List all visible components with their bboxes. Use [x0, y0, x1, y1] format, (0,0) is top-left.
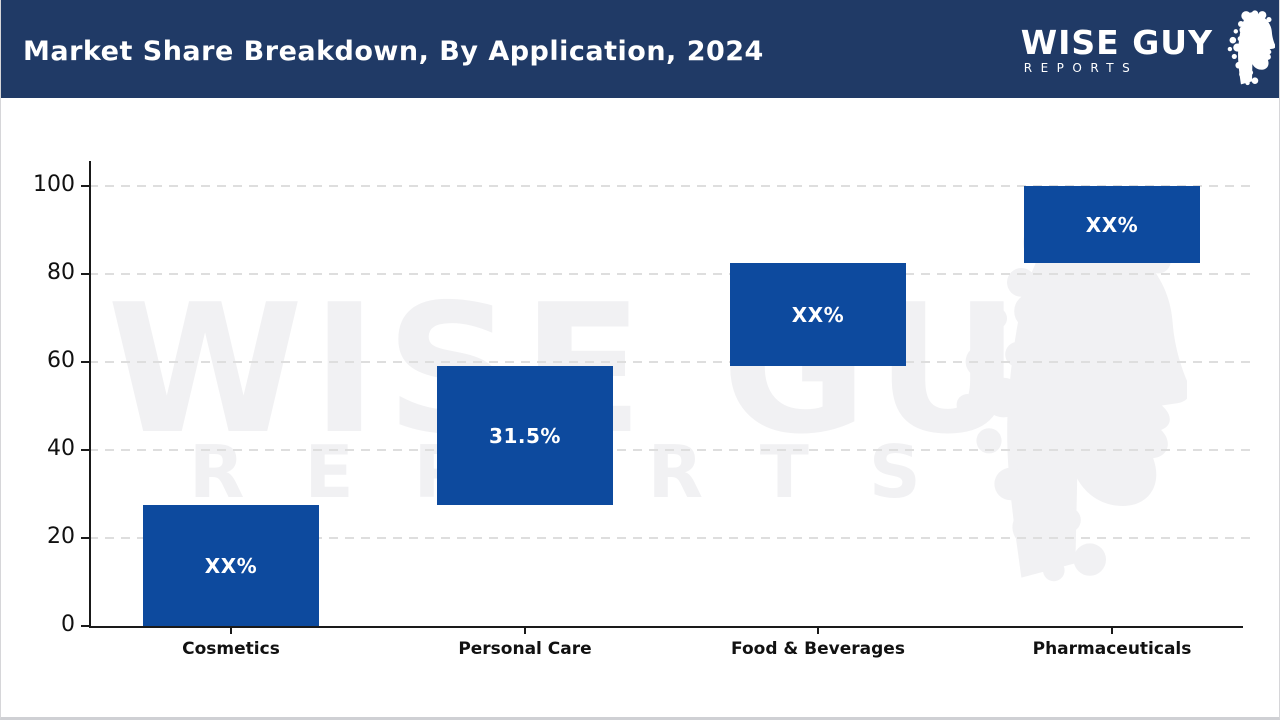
x-axis-label-food-beverages: Food & Beverages — [731, 639, 905, 659]
gridline-80 — [89, 273, 1256, 275]
bar-value-label-food-beverages: XX% — [791, 302, 845, 327]
x-axis-label-personal-care: Personal Care — [458, 639, 592, 659]
bar-value-label-personal-care: 31.5% — [489, 423, 561, 448]
y-tick-label-20: 20 — [47, 524, 75, 549]
y-tick-60 — [81, 361, 89, 363]
y-tick-80 — [81, 273, 89, 275]
gridline-100 — [89, 185, 1256, 187]
bar-cosmetics: XX% — [143, 505, 319, 626]
x-tick-cosmetics — [230, 628, 232, 634]
gridline-20 — [89, 537, 1256, 539]
y-tick-label-0: 0 — [61, 612, 75, 637]
y-tick-40 — [81, 449, 89, 451]
y-axis-line — [89, 161, 91, 628]
bar-value-label-cosmetics: XX% — [204, 553, 258, 578]
gridline-60 — [89, 361, 1256, 363]
bar-personal-care: 31.5% — [437, 366, 613, 505]
logo-wordmark: WISE GUY REPORTS — [1021, 26, 1213, 74]
chart-title: Market Share Breakdown, By Application, … — [23, 36, 764, 67]
x-tick-pharmaceuticals — [1111, 628, 1113, 634]
y-tick-label-80: 80 — [47, 260, 75, 285]
x-tick-personal-care — [524, 628, 526, 634]
bar-value-label-pharmaceuticals: XX% — [1085, 212, 1139, 237]
x-axis-label-cosmetics: Cosmetics — [182, 639, 280, 659]
y-tick-0 — [81, 625, 89, 627]
y-tick-label-100: 100 — [33, 172, 75, 197]
bar-food-beverages: XX% — [730, 263, 906, 367]
header-bar: Market Share Breakdown, By Application, … — [1, 0, 1279, 98]
y-tick-20 — [81, 537, 89, 539]
wise-guy-logo: WISE GUY REPORTS — [1021, 6, 1275, 91]
x-tick-food-beverages — [817, 628, 819, 634]
logo-wordmark-line1: WISE GUY — [1020, 23, 1213, 62]
bar-pharmaceuticals: XX% — [1024, 186, 1200, 263]
gridline-40 — [89, 449, 1256, 451]
x-axis-label-pharmaceuticals: Pharmaceuticals — [1032, 639, 1192, 659]
y-tick-label-60: 60 — [47, 348, 75, 373]
y-tick-label-40: 40 — [47, 436, 75, 461]
x-axis-line — [89, 626, 1243, 628]
logo-wordmark-line2: REPORTS — [1023, 61, 1139, 75]
y-tick-100 — [81, 185, 89, 187]
